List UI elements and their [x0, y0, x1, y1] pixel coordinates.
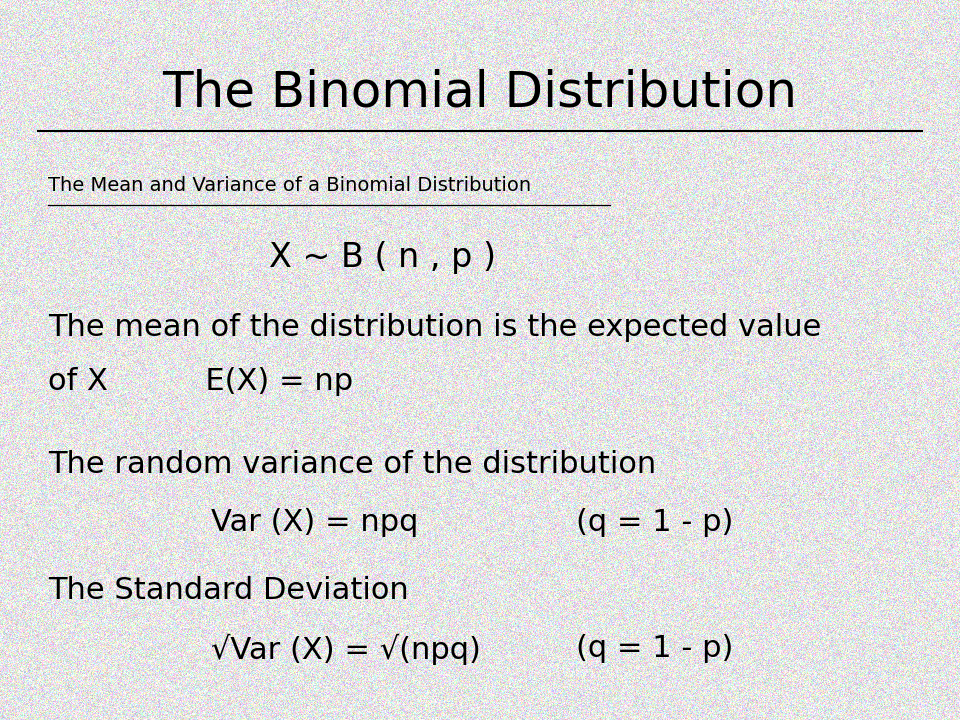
Text: The Mean and Variance of a Binomial Distribution: The Mean and Variance of a Binomial Dist… [48, 176, 531, 195]
Text: The random variance of the distribution: The random variance of the distribution [48, 450, 657, 479]
Text: The Standard Deviation: The Standard Deviation [48, 576, 409, 605]
Text: X ~ B ( n , p ): X ~ B ( n , p ) [269, 241, 495, 274]
Text: (q = 1 - p): (q = 1 - p) [576, 634, 733, 662]
Text: The mean of the distribution is the expected value: The mean of the distribution is the expe… [48, 313, 822, 342]
Text: √Var (X) = √(npq): √Var (X) = √(npq) [211, 634, 481, 665]
Text: (q = 1 - p): (q = 1 - p) [576, 508, 733, 536]
Text: Var (X) = npq: Var (X) = npq [211, 508, 419, 536]
Text: The Binomial Distribution: The Binomial Distribution [162, 68, 798, 117]
Text: of X          E(X) = np: of X E(X) = np [48, 367, 353, 396]
